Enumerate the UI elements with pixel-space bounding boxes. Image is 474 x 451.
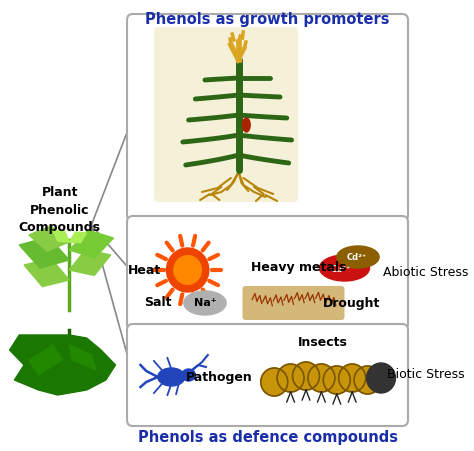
Text: Heavy metals: Heavy metals [251,261,346,273]
Text: Plant
Phenolic
Compounds: Plant Phenolic Compounds [18,185,100,235]
Text: Cd²⁺: Cd²⁺ [347,253,367,262]
Circle shape [323,366,350,394]
Circle shape [174,256,201,284]
Text: Salt: Salt [144,296,171,309]
Circle shape [308,364,335,392]
FancyBboxPatch shape [127,324,408,426]
Circle shape [339,364,365,392]
FancyBboxPatch shape [127,14,408,221]
Circle shape [354,366,381,394]
Ellipse shape [319,255,370,281]
Text: Pathogen: Pathogen [186,372,253,385]
Circle shape [166,248,209,292]
Text: Heat: Heat [128,263,161,276]
Circle shape [261,368,288,396]
Polygon shape [29,345,63,375]
Text: Phenols as defence compounds: Phenols as defence compounds [137,430,398,445]
Polygon shape [69,230,114,258]
Ellipse shape [337,246,379,268]
Polygon shape [24,258,69,286]
Ellipse shape [158,368,185,386]
Ellipse shape [184,291,226,315]
Polygon shape [69,345,96,370]
FancyBboxPatch shape [127,216,408,330]
Polygon shape [9,335,116,395]
Text: Cu²⁺: Cu²⁺ [330,264,351,273]
Circle shape [277,364,304,392]
Polygon shape [29,226,69,251]
Circle shape [366,363,395,393]
Polygon shape [69,232,87,243]
Polygon shape [69,249,110,276]
Polygon shape [53,230,69,242]
Text: Biotic Stress: Biotic Stress [386,368,464,382]
Text: Abiotic Stress: Abiotic Stress [383,267,468,280]
Text: Na⁺: Na⁺ [194,298,216,308]
Polygon shape [19,237,69,268]
Circle shape [292,362,319,390]
Text: Drought: Drought [322,296,380,309]
Text: Phenols as growth promoters: Phenols as growth promoters [145,12,390,27]
FancyBboxPatch shape [154,27,298,202]
Ellipse shape [182,369,195,381]
Ellipse shape [243,118,250,132]
Text: Insects: Insects [297,336,347,350]
FancyBboxPatch shape [243,286,345,320]
